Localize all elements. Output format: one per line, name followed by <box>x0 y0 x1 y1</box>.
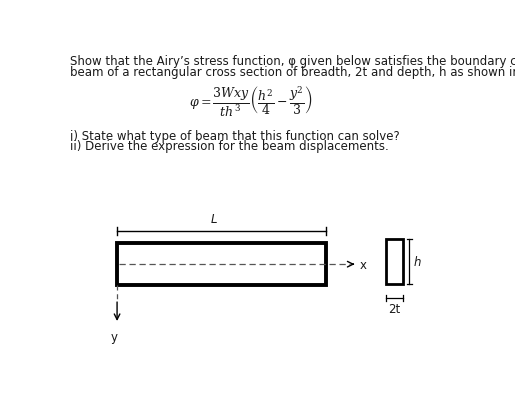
Text: $\varphi = \dfrac{3Wxy}{th^3}\left(\dfrac{h^2}{4} - \dfrac{y^2}{3}\right)$: $\varphi = \dfrac{3Wxy}{th^3}\left(\dfra… <box>188 84 312 118</box>
Text: L: L <box>211 213 217 226</box>
Text: y: y <box>111 330 117 343</box>
Bar <box>386 240 403 284</box>
Text: x: x <box>359 259 367 272</box>
Text: 2t: 2t <box>388 302 401 315</box>
Text: i) State what type of beam that this function can solve?: i) State what type of beam that this fun… <box>70 130 400 143</box>
Text: Show that the Airy’s stress function, φ given below satisfies the boundary condi: Show that the Airy’s stress function, φ … <box>70 55 515 68</box>
Text: h: h <box>413 255 421 268</box>
Text: ii) Derive the expression for the beam displacements.: ii) Derive the expression for the beam d… <box>70 140 388 153</box>
Bar <box>117 243 327 285</box>
Text: beam of a rectangular cross section of breadth, 2t and depth, h as shown in: beam of a rectangular cross section of b… <box>70 66 515 79</box>
